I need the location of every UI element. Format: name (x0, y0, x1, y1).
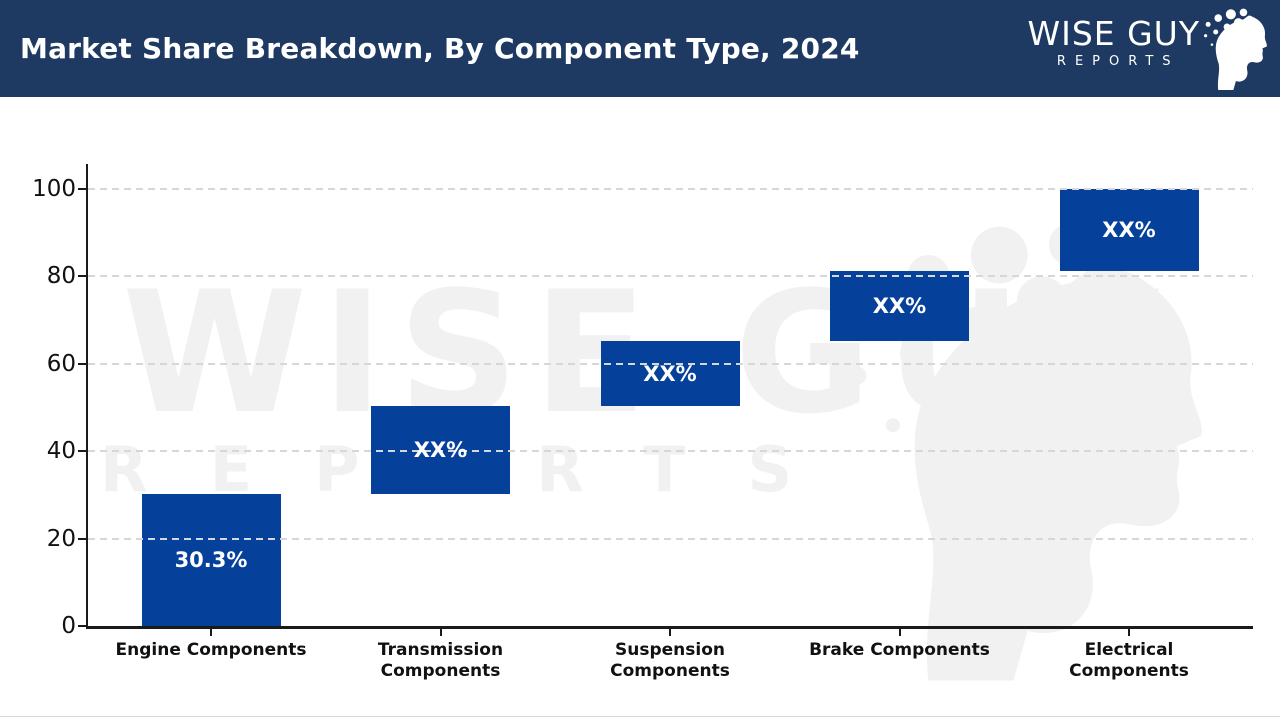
page-title: Market Share Breakdown, By Component Typ… (20, 32, 860, 65)
bar-value-label-transmission-components: XX% (413, 437, 468, 462)
x-category-label-transmission-components: Transmission Components (377, 640, 504, 681)
y-tick-60 (78, 362, 86, 365)
x-tick-brake-components (898, 629, 901, 636)
bottom-divider (0, 716, 1280, 717)
y-tick-label-60: 60 (46, 350, 76, 377)
x-category-label-electrical-components: Electrical Components (1069, 640, 1189, 681)
bar-engine-components (141, 493, 281, 626)
brand-logo-text: WISE GUY REPORTS (1027, 14, 1200, 70)
gridline-40 (88, 450, 1253, 453)
gridline-20 (88, 537, 1253, 540)
brand-logo: WISE GUY REPORTS (1004, 4, 1272, 94)
x-tick-engine-components (210, 629, 212, 636)
y-tick-label-0: 0 (61, 613, 76, 639)
y-axis-line (86, 164, 88, 628)
gridline-60 (88, 362, 1253, 365)
y-tick-40 (78, 450, 86, 453)
x-category-label-engine-components: Engine Components (115, 640, 307, 660)
y-tick-100 (78, 188, 86, 190)
brand-subtitle: REPORTS (1056, 54, 1180, 69)
x-tick-suspension-components (669, 629, 671, 636)
brand-name: WISE GUY (1027, 14, 1200, 53)
x-category-label-brake-components: Brake Components (809, 640, 990, 660)
bar-value-label-electrical-components: XX% (1102, 218, 1156, 243)
gridline-100 (88, 188, 1253, 190)
x-tick-transmission-components (439, 629, 442, 636)
y-tick-0 (78, 625, 86, 627)
bar-value-label-brake-components: XX% (872, 294, 927, 319)
dotted-head-profile-icon (1204, 8, 1267, 90)
bar-value-label-suspension-components: XX% (643, 361, 697, 386)
chart-area: WISE GUY REPORTS 30.3%XX%XX%XX%XX%020406… (0, 97, 1280, 716)
x-axis-line (86, 626, 1253, 629)
y-tick-label-100: 100 (32, 176, 76, 202)
y-tick-80 (78, 275, 86, 278)
bar-suspension-components (600, 341, 740, 407)
gridline-80 (88, 275, 1253, 278)
x-category-label-suspension-components: Suspension Components (610, 640, 730, 681)
y-tick-label-40: 40 (46, 438, 76, 465)
y-tick-label-20: 20 (46, 525, 76, 552)
header: Market Share Breakdown, By Component Typ… (0, 0, 1280, 97)
y-tick-20 (78, 537, 86, 540)
bar-transmission-components (371, 406, 510, 494)
bar-value-label-engine-components: 30.3% (174, 547, 248, 572)
x-tick-electrical-components (1128, 629, 1130, 636)
y-tick-label-80: 80 (46, 263, 76, 290)
